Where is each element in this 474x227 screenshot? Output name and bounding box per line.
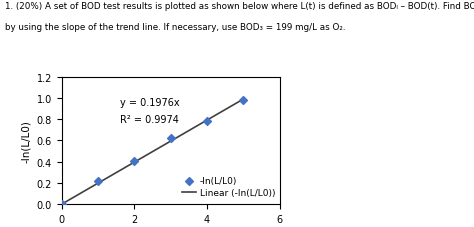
Legend: -ln(L/L0), Linear (-ln(L/L0)): -ln(L/L0), Linear (-ln(L/L0)) bbox=[182, 177, 275, 197]
-ln(L/L0) bbox=[94, 179, 102, 183]
Text: 1. (20%) A set of BOD test results is plotted as shown below where L(t) is defin: 1. (20%) A set of BOD test results is pl… bbox=[5, 2, 474, 11]
-ln(L/L0) bbox=[203, 120, 211, 123]
Text: y = 0.1976x: y = 0.1976x bbox=[120, 98, 180, 107]
Text: by using the slope of the trend line. If necessary, use BOD₃ = 199 mg/L as O₂.: by using the slope of the trend line. If… bbox=[5, 23, 345, 32]
Y-axis label: -ln(L/L0): -ln(L/L0) bbox=[21, 119, 31, 162]
-ln(L/L0) bbox=[239, 99, 247, 102]
Text: R² = 0.9974: R² = 0.9974 bbox=[120, 114, 179, 124]
-ln(L/L0) bbox=[130, 159, 138, 163]
-ln(L/L0) bbox=[167, 137, 174, 141]
-ln(L/L0) bbox=[58, 202, 65, 206]
